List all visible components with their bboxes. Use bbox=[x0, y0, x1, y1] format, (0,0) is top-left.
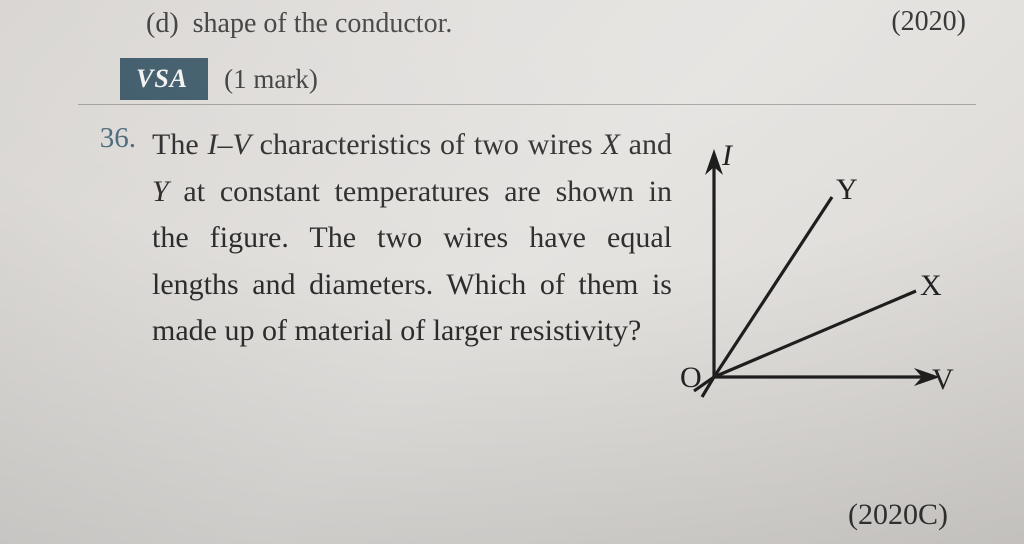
iv-graph-figure: I V O Y X bbox=[664, 145, 954, 435]
qt-p1: The bbox=[152, 128, 207, 161]
question-number: 36. bbox=[90, 122, 136, 155]
year-tag-top: (2020) bbox=[891, 6, 966, 38]
previous-option-line: (d) shape of the conductor. bbox=[60, 8, 984, 40]
qt-y: Y bbox=[152, 175, 169, 208]
i-axis-label: I bbox=[721, 145, 734, 172]
wire-y-label: Y bbox=[836, 173, 858, 206]
wire-x-line bbox=[714, 291, 916, 377]
qt-p4: at constant temperatures are shown in th… bbox=[152, 175, 672, 348]
wire-x-label: X bbox=[920, 269, 942, 302]
section-heading-row: VSA (1 mark) bbox=[60, 58, 984, 100]
year-tag-bottom: (2020C) bbox=[848, 498, 948, 532]
vsa-marks: (1 mark) bbox=[224, 64, 318, 95]
question-text: The I–V characteristics of two wires X a… bbox=[152, 122, 672, 355]
iv-graph-svg: I V O Y X bbox=[664, 145, 954, 435]
qt-iv: I–V bbox=[207, 128, 250, 161]
section-underline bbox=[78, 104, 976, 105]
origin-label: O bbox=[680, 361, 702, 394]
option-letter: (d) bbox=[146, 8, 179, 40]
qt-p2: characteristics of two wires bbox=[251, 128, 602, 161]
v-axis-label: V bbox=[932, 363, 954, 396]
wire-y-line bbox=[714, 197, 832, 377]
option-text: shape of the conductor. bbox=[193, 8, 453, 40]
vsa-badge: VSA bbox=[120, 58, 208, 100]
qt-x: X bbox=[602, 128, 620, 161]
